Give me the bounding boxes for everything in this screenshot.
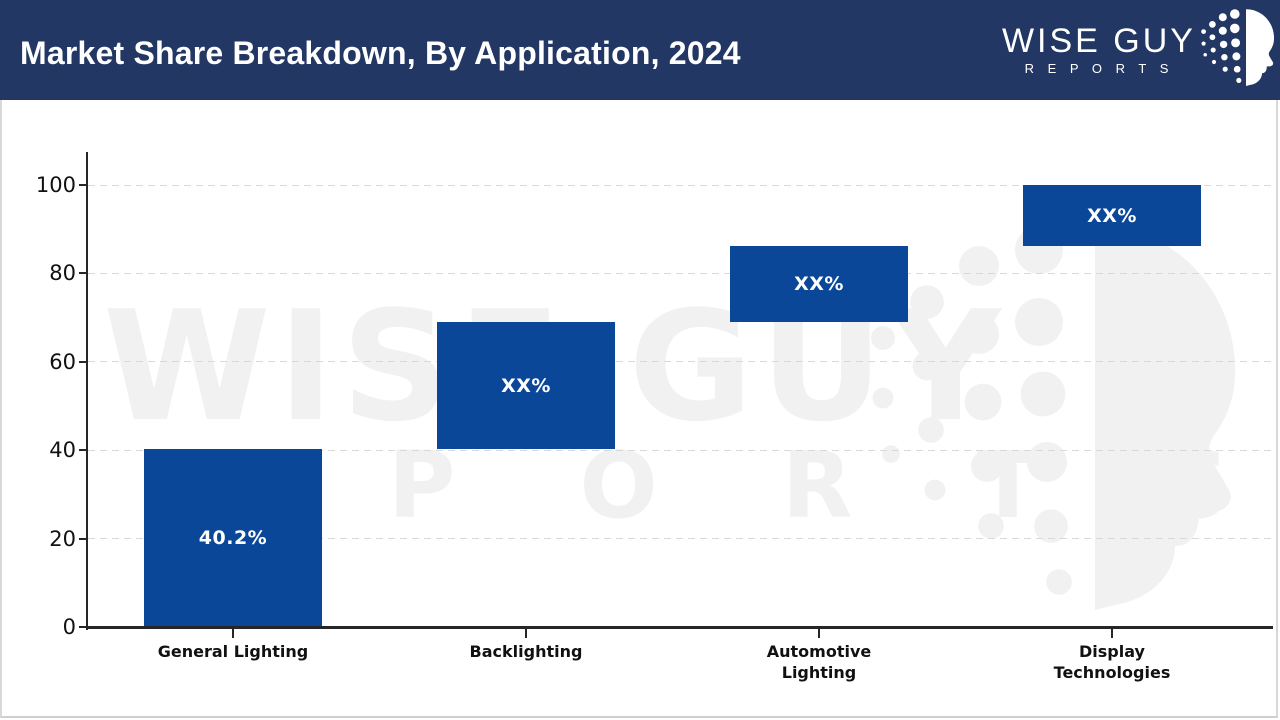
y-tick-label-0: 0 — [62, 615, 76, 639]
bar-value-label-display-technologies: XX% — [1087, 204, 1137, 227]
watermark-head-icon — [871, 226, 1236, 610]
x-tick-display-technologies — [1111, 629, 1113, 638]
x-axis-line — [86, 626, 1273, 629]
gridline-60 — [88, 361, 1273, 363]
x-category-label-display-technologies: Display Technologies — [1053, 642, 1171, 682]
y-tick-label-80: 80 — [49, 261, 76, 286]
y-tick-60 — [79, 360, 88, 363]
wiseguy-logo: WISE GUY R E P O R T S — [1002, 0, 1280, 100]
page-title: Market Share Breakdown, By Application, … — [20, 35, 741, 71]
gridline-20 — [88, 538, 1273, 540]
x-tick-backlighting — [525, 629, 527, 638]
x-category-label-automotive-lighting: Automotive Lighting — [766, 642, 872, 682]
bar-value-label-backlighting: XX% — [501, 374, 551, 397]
x-tick-automotive-lighting — [818, 629, 820, 638]
logo-brand-text: WISE GUY — [1001, 22, 1196, 60]
logo-sub-text: R E P O R T S — [1024, 61, 1174, 76]
y-tick-label-20: 20 — [49, 526, 76, 551]
y-tick-40 — [79, 449, 88, 452]
y-tick-label-60: 60 — [49, 349, 76, 374]
y-tick-label-100: 100 — [35, 173, 76, 197]
gridline-80 — [88, 272, 1273, 274]
x-tick-general-lighting — [232, 629, 234, 638]
bar-value-label-automotive-lighting: XX% — [794, 273, 844, 296]
y-tick-20 — [79, 537, 88, 540]
bar-display-technologies: XX% — [1023, 185, 1201, 247]
bar-backlighting: XX% — [437, 322, 615, 450]
bar-automotive-lighting: XX% — [730, 246, 908, 323]
x-category-label-backlighting: Backlighting — [469, 642, 583, 661]
bar-value-label-general-lighting: 40.2% — [198, 527, 268, 550]
wiseguy-head-icon — [1201, 9, 1275, 87]
gridline-40 — [88, 449, 1273, 451]
y-tick-80 — [79, 272, 88, 275]
header-banner: Market Share Breakdown, By Application, … — [0, 0, 1280, 100]
bar-general-lighting: 40.2% — [144, 449, 322, 627]
y-axis-line — [86, 152, 88, 630]
y-tick-100 — [79, 184, 88, 186]
gridline-100 — [88, 184, 1273, 186]
y-tick-0 — [79, 626, 88, 628]
x-category-label-general-lighting: General Lighting — [157, 642, 309, 661]
y-tick-label-40: 40 — [49, 438, 76, 463]
